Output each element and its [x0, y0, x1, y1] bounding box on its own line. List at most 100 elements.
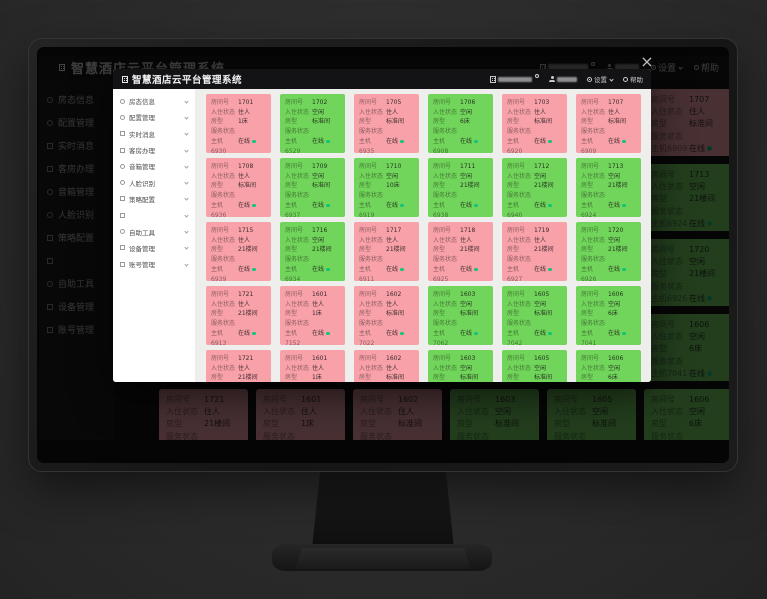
online-status-text: 在线: [460, 137, 473, 145]
online-status: 在线: [238, 265, 256, 275]
room-type-label: 房型: [507, 246, 520, 254]
room-card[interactable]: 房间号 1707 入住状态 住人 房型 标准间 服务状态 主机6909 在线: [576, 94, 641, 153]
room-number-value: 1710: [386, 163, 402, 170]
host-label: 主机6908: [433, 137, 449, 153]
room-card[interactable]: 房间号 1711 入住状态 空闲 房型 21楼间 服务状态 主机6938 在线: [428, 158, 493, 217]
checkin-status-value: 空闲: [386, 172, 399, 180]
room-type-label: 房型: [211, 310, 224, 318]
room-card[interactable]: 房间号 1708 入住状态 住人 房型 标准间 服务状态 主机6936 在线: [206, 158, 271, 217]
hotel-name-menu[interactable]: [490, 74, 539, 83]
room-card[interactable]: 房间号 1716 入住状态 空闲 房型 21楼间 服务状态 主机6934 在线: [280, 222, 345, 281]
help-menu[interactable]: 帮助: [623, 74, 643, 84]
sidebar-item[interactable]: 房态信息: [113, 93, 195, 109]
room-number-label: 房间号: [433, 227, 452, 234]
online-status: 在线: [386, 137, 404, 147]
room-card[interactable]: 房间号 1710 入住状态 空闲 房型 10床 服务状态 主机6919 在线: [354, 158, 419, 217]
service-status-label: 服务状态: [211, 256, 236, 264]
sidebar-item[interactable]: 配置管理: [113, 109, 195, 125]
online-dot-icon: [400, 203, 404, 208]
room-type-value: 标准间: [534, 310, 553, 318]
sidebar-item[interactable]: 设备管理: [113, 240, 195, 256]
checkin-status-label: 入住状态: [285, 236, 310, 244]
sidebar-item[interactable]: [113, 207, 195, 223]
chevron-down-icon: [184, 131, 189, 136]
room-card[interactable]: 房间号 1703 入住状态 住人 房型 标准间 服务状态 主机6920 在线: [502, 94, 567, 153]
online-dot-icon: [326, 139, 330, 144]
room-card[interactable]: 房间号 1709 入住状态 空闲 房型 标准间 服务状态 主机6937 在线: [280, 158, 345, 217]
room-card[interactable]: 房间号 1718 入住状态 住人 房型 21楼间 服务状态 主机6925 在线: [428, 222, 493, 281]
checkin-status-label: 入住状态: [433, 300, 458, 308]
online-status-text: 在线: [460, 265, 473, 273]
chevron-down-icon: [184, 115, 189, 120]
room-card[interactable]: 房间号 1719 入住状态 住人 房型 21楼间 服务状态 主机6927 在线: [502, 222, 567, 281]
sidebar-item[interactable]: 客房办理: [113, 142, 195, 158]
online-status: 在线: [312, 201, 330, 211]
sidebar-item[interactable]: 账号管理: [113, 256, 195, 272]
checkin-status-label: 入住状态: [581, 300, 606, 308]
checkin-status-label: 入住状态: [211, 364, 236, 372]
app-body: 房态信息 配置管理: [113, 89, 651, 382]
room-card[interactable]: 房间号 1706 入住状态 空闲 房型 6床 服务状态 主机6908 在线: [428, 94, 493, 153]
checkin-status-value: 空闲: [460, 172, 473, 180]
host-label: 主机7042: [507, 329, 523, 345]
room-number-value: 1705: [386, 99, 402, 106]
settings-menu[interactable]: 设置: [587, 74, 614, 84]
room-card[interactable]: 房间号 1702 入住状态 空闲 房型 标准间 服务状态 主机6529 在线: [280, 94, 345, 153]
service-status-label: 服务状态: [507, 128, 532, 136]
room-type-label: 房型: [433, 374, 446, 382]
room-type-label: 房型: [507, 118, 520, 126]
sidebar-item[interactable]: 实时消息: [113, 126, 195, 142]
room-card[interactable]: 房间号 1715 入住状态 住人 房型 21楼间 服务状态 主机6939 在线: [206, 222, 271, 281]
room-card[interactable]: 房间号 1701 入住状态 住人 房型 1床 服务状态 主机6930 在线: [206, 94, 271, 153]
online-status: 在线: [312, 329, 330, 339]
room-number-label: 房间号: [211, 99, 230, 106]
room-card[interactable]: 房间号 1705 入住状态 住人 房型 标准间 服务状态 主机6935 在线: [354, 94, 419, 153]
online-dot-icon: [548, 203, 552, 208]
host-label: 主机6924: [581, 201, 597, 217]
online-status: 在线: [534, 265, 552, 275]
sidebar-item[interactable]: 策略配置: [113, 191, 195, 207]
checkin-status-value: 住人: [386, 364, 399, 372]
help-icon: [623, 76, 628, 82]
close-button[interactable]: ×: [637, 51, 657, 71]
checkin-status-value: 住人: [238, 364, 251, 372]
sidebar-item[interactable]: 自助工具: [113, 223, 195, 239]
chevron-down-icon: [184, 147, 189, 153]
room-type-value: 1床: [312, 374, 322, 382]
chevron-down-icon: [184, 229, 189, 234]
header-controls: 设置 帮助: [490, 69, 643, 89]
room-type-value: 21楼间: [238, 246, 258, 254]
room-card[interactable]: 房间号 1713 入住状态 空闲 房型 21楼间 服务状态 主机6924 在线: [576, 158, 641, 217]
room-number-value: 1603: [460, 291, 476, 298]
room-number-label: 房间号: [507, 227, 526, 234]
sidebar-item[interactable]: 音箱管理: [113, 158, 195, 174]
room-card[interactable]: 房间号 1720 入住状态 空闲 房型 21楼间 服务状态 主机6926 在线: [576, 222, 641, 281]
checkin-status-value: 空闲: [608, 300, 621, 308]
monitor-bezel: 智慧酒店云平台管理系统 设置: [28, 38, 738, 472]
sidebar-item[interactable]: 人脸识别: [113, 174, 195, 190]
checkin-status-value: 住人: [238, 300, 251, 308]
online-dot-icon: [252, 203, 256, 208]
user-menu[interactable]: [549, 76, 577, 82]
checkin-status-label: 入住状态: [359, 172, 384, 180]
sidebar-item-icon: [120, 163, 125, 169]
room-number-label: 房间号: [507, 163, 526, 170]
online-dot-icon: [252, 267, 256, 272]
room-type-value: 标准间: [386, 374, 405, 382]
room-card[interactable]: 房间号 1717 入住状态 住人 房型 21楼间 服务状态 主机6911 在线: [354, 222, 419, 281]
online-dot-icon: [474, 139, 478, 144]
checkin-status-value: 住人: [386, 300, 399, 308]
room-card[interactable]: 房间号 1712 入住状态 空闲 房型 21楼间 服务状态 主机6940 在线: [502, 158, 567, 217]
